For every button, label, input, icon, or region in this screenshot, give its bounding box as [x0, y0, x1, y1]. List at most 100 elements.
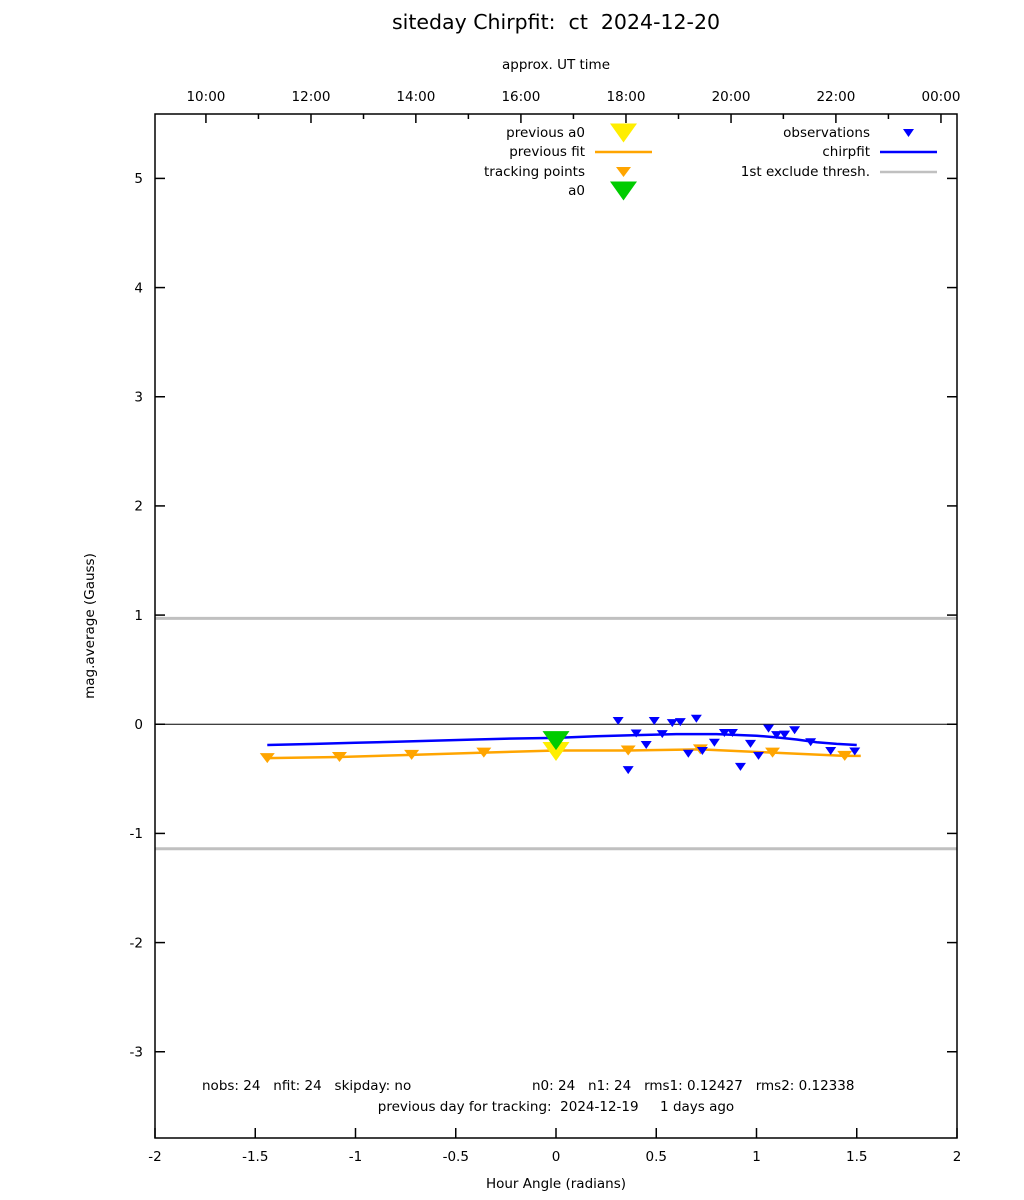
observations-marker — [696, 746, 708, 755]
legend-label: observations — [783, 124, 870, 141]
legend-label: tracking points — [484, 163, 585, 180]
x-tick-label: -1 — [349, 1149, 362, 1165]
x2-tick-label: 10:00 — [186, 89, 225, 105]
y-tick-label: 5 — [134, 171, 143, 187]
observations-marker — [648, 716, 660, 725]
previous-fit-line — [267, 748, 861, 760]
tracking-points-marker — [259, 753, 275, 764]
observations-marker — [779, 730, 791, 739]
observations-marker — [622, 766, 634, 775]
tracking-points-marker — [765, 747, 781, 758]
legend-row: a0 — [300, 181, 660, 202]
top-axis-label: approx. UT time — [502, 57, 610, 73]
y-tick-label: 4 — [134, 280, 143, 296]
legend-row: tracking points — [300, 162, 660, 182]
y-tick-label: 0 — [134, 717, 143, 733]
observations-marker — [753, 751, 765, 760]
legend-label: a0 — [568, 183, 585, 200]
observations-marker — [805, 738, 817, 747]
y-tick-label: -1 — [130, 826, 143, 842]
legend-triangle-marker-icon — [610, 123, 637, 143]
legend-marker — [870, 142, 945, 162]
observations-marker — [849, 747, 861, 756]
stats-counts: nobs: 24 nfit: 24 skipday: no — [202, 1078, 412, 1094]
legend-line-sample-icon — [595, 151, 652, 154]
observations-marker — [763, 724, 775, 733]
legend-marker — [585, 142, 660, 162]
observations-marker — [674, 718, 686, 727]
y-tick-label: -2 — [130, 935, 143, 951]
tracking-points-marker — [404, 749, 420, 760]
x-tick-label: 1 — [752, 1149, 761, 1165]
legend-marker — [870, 162, 945, 182]
observations-marker — [771, 731, 783, 740]
x-tick-label: 1.5 — [846, 1149, 867, 1165]
y-tick-label: 1 — [134, 608, 143, 624]
legend-triangle-marker-icon — [903, 128, 914, 137]
x2-tick-label: 00:00 — [922, 89, 961, 105]
y-tick-label: 3 — [134, 389, 143, 405]
legend-marker — [870, 123, 945, 143]
stats-previous-day: previous day for tracking: 2024-12-19 1 … — [377, 1099, 735, 1115]
x2-tick-label: 18:00 — [607, 89, 646, 105]
observations-marker — [825, 746, 837, 755]
x-axis-label: Hour Angle (radians) — [485, 1176, 627, 1192]
x2-tick-label: 14:00 — [396, 89, 435, 105]
x-tick-label: -0.5 — [443, 1149, 469, 1165]
x-tick-label: 2 — [953, 1149, 962, 1165]
x2-tick-label: 12:00 — [292, 89, 331, 105]
tracking-points-marker — [837, 750, 853, 761]
observations-marker — [734, 762, 746, 771]
y-tick-label: -3 — [130, 1044, 143, 1060]
legend-label: previous a0 — [506, 124, 585, 141]
tracking-points-marker — [331, 752, 347, 763]
observations-marker — [789, 726, 801, 735]
stats-rms: n0: 24 n1: 24 rms1: 0.12427 rms2: 0.1233… — [532, 1078, 855, 1094]
observations-marker — [666, 719, 678, 728]
observations-marker — [726, 728, 738, 737]
a0-marker — [542, 731, 570, 751]
legend-row: previous a0 — [300, 123, 660, 143]
observations-marker — [690, 714, 702, 723]
x2-tick-label: 20:00 — [712, 89, 751, 105]
x-tick-label: -2 — [148, 1149, 161, 1165]
page-title: siteday Chirpfit: ct 2024-12-20 — [391, 10, 721, 34]
legend-label: chirpfit — [822, 144, 870, 161]
legend-marker — [585, 181, 660, 201]
legend-triangle-marker-icon — [610, 181, 637, 201]
x2-tick-label: 16:00 — [501, 89, 540, 105]
x-tick-label: -1.5 — [242, 1149, 268, 1165]
legend-row: 1st exclude thresh. — [590, 162, 945, 182]
observations-marker — [744, 739, 756, 748]
legend-left-column: previous a0 previous fit tracking points a0 — [300, 123, 660, 201]
tracking-points-marker — [620, 745, 636, 756]
x-tick-label: 0.5 — [646, 1149, 667, 1165]
legend-marker — [585, 162, 660, 182]
legend-row: previous fit — [300, 143, 660, 163]
legend-marker — [585, 123, 660, 143]
observations-marker — [656, 730, 668, 739]
legend-line-sample-icon — [880, 170, 937, 173]
legend-row: observations — [590, 123, 945, 143]
legend-label: previous fit — [509, 144, 585, 161]
y-tick-label: 2 — [134, 499, 143, 515]
legend-line-sample-icon — [880, 151, 937, 154]
observations-marker — [612, 716, 624, 725]
chirpfit-line — [267, 732, 857, 747]
x2-tick-label: 22:00 — [816, 89, 855, 105]
observations-marker — [630, 729, 642, 738]
observations-marker — [718, 728, 730, 737]
legend-right-column: observations chirpfit 1st exclude thresh. — [590, 123, 945, 182]
plot-border — [154, 113, 958, 1139]
observations-marker — [640, 740, 652, 749]
x-tick-label: 0 — [552, 1149, 561, 1165]
observations-marker — [708, 738, 720, 747]
observations-marker — [682, 749, 694, 758]
previous-a0-marker — [542, 742, 570, 762]
legend-triangle-marker-icon — [616, 166, 631, 177]
tracking-points-marker — [476, 747, 492, 758]
legend-row: chirpfit — [590, 143, 945, 163]
legend-label: 1st exclude thresh. — [740, 163, 870, 180]
